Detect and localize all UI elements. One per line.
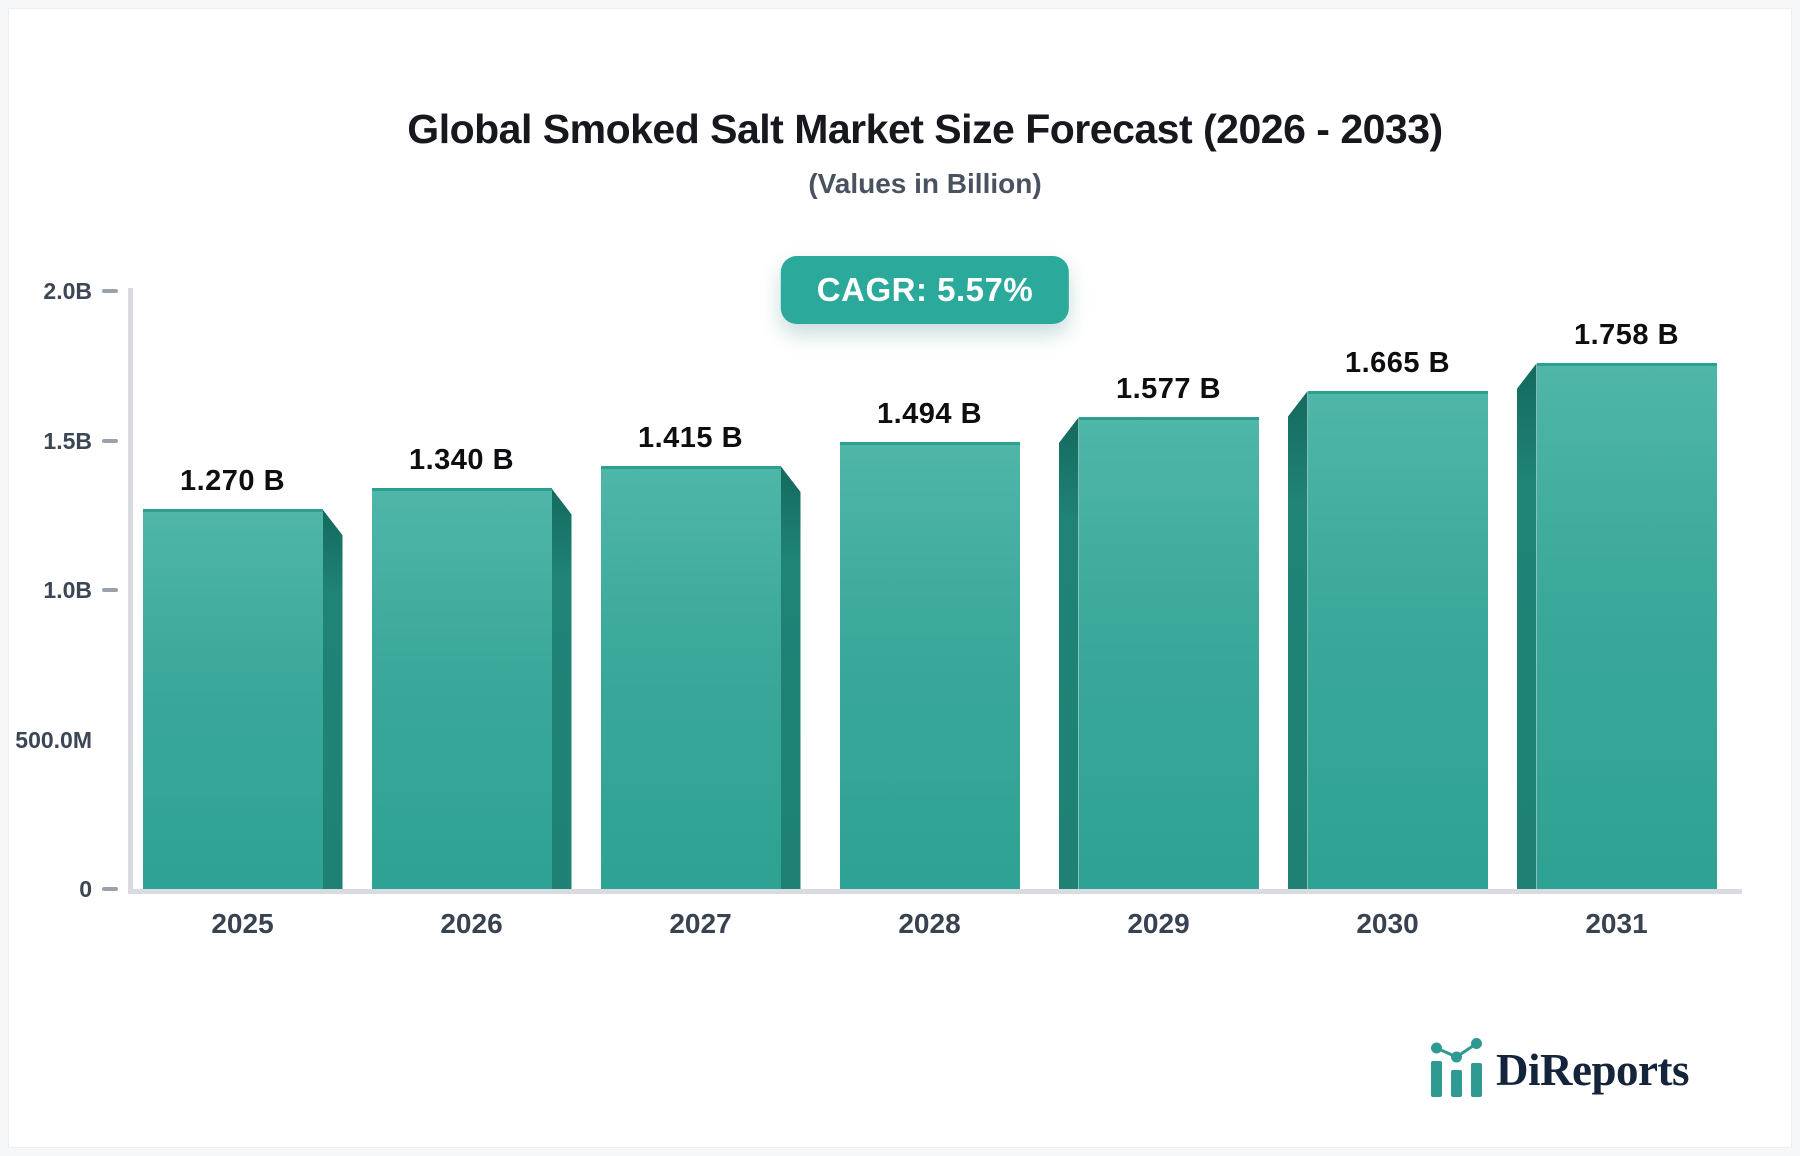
y-axis-line — [128, 288, 133, 894]
bar-value-label: 1.340 B — [408, 444, 515, 477]
bar-value-label: 1.577 B — [1115, 373, 1222, 406]
y-tick-mark — [102, 289, 118, 293]
bar-value-label: 1.415 B — [637, 421, 744, 454]
bar — [1078, 417, 1259, 889]
bar-side-face — [1058, 417, 1079, 889]
bar-value-label: 1.665 B — [1344, 347, 1451, 380]
brand-logo: DiReports — [1428, 1034, 1689, 1106]
x-tick-label: 2029 — [1127, 908, 1190, 939]
y-tick-label: 500.0M — [15, 726, 92, 753]
chart-subtitle: (Values in Billion) — [808, 168, 1042, 199]
bar-side-face — [551, 488, 572, 889]
y-tick-label: 2.0B — [43, 278, 92, 304]
x-tick-label: 2027 — [669, 908, 732, 939]
y-tick-mark — [102, 887, 118, 891]
y-tick-mark — [102, 438, 118, 443]
bar-value-label: 1.758 B — [1573, 319, 1680, 352]
chart-title: Global Smoked Salt Market Size Forecast … — [407, 106, 1443, 152]
bar — [600, 465, 781, 889]
bar-side-face — [1516, 363, 1537, 889]
bar-side-face — [322, 509, 343, 889]
bar — [1536, 363, 1717, 889]
brand-name: DiReports — [1496, 1045, 1689, 1095]
bar — [1307, 391, 1488, 889]
cagr-badge-label: CAGR: 5.57% — [816, 271, 1034, 308]
x-tick-label: 2025 — [211, 908, 274, 939]
x-tick-label: 2031 — [1585, 908, 1648, 939]
bar-side-face — [780, 465, 801, 889]
x-tick-label: 2030 — [1356, 908, 1419, 939]
bar-value-label: 1.494 B — [876, 398, 983, 431]
x-tick-label: 2028 — [898, 908, 961, 939]
y-tick-label: 0 — [79, 876, 92, 902]
direports-logo-icon — [1431, 1038, 1482, 1097]
x-axis-line — [128, 889, 1742, 894]
y-tick-label: 1.0B — [43, 577, 92, 603]
y-tick-label: 1.5B — [43, 427, 92, 454]
x-tick-label: 2026 — [440, 908, 503, 939]
bar — [839, 442, 1020, 889]
bar-value-label: 1.270 B — [179, 465, 286, 498]
bar — [371, 488, 552, 889]
cagr-badge: CAGR: 5.57% — [780, 256, 1070, 324]
bar-side-face — [1287, 391, 1308, 889]
bar — [142, 509, 323, 889]
y-tick-mark — [102, 588, 118, 592]
